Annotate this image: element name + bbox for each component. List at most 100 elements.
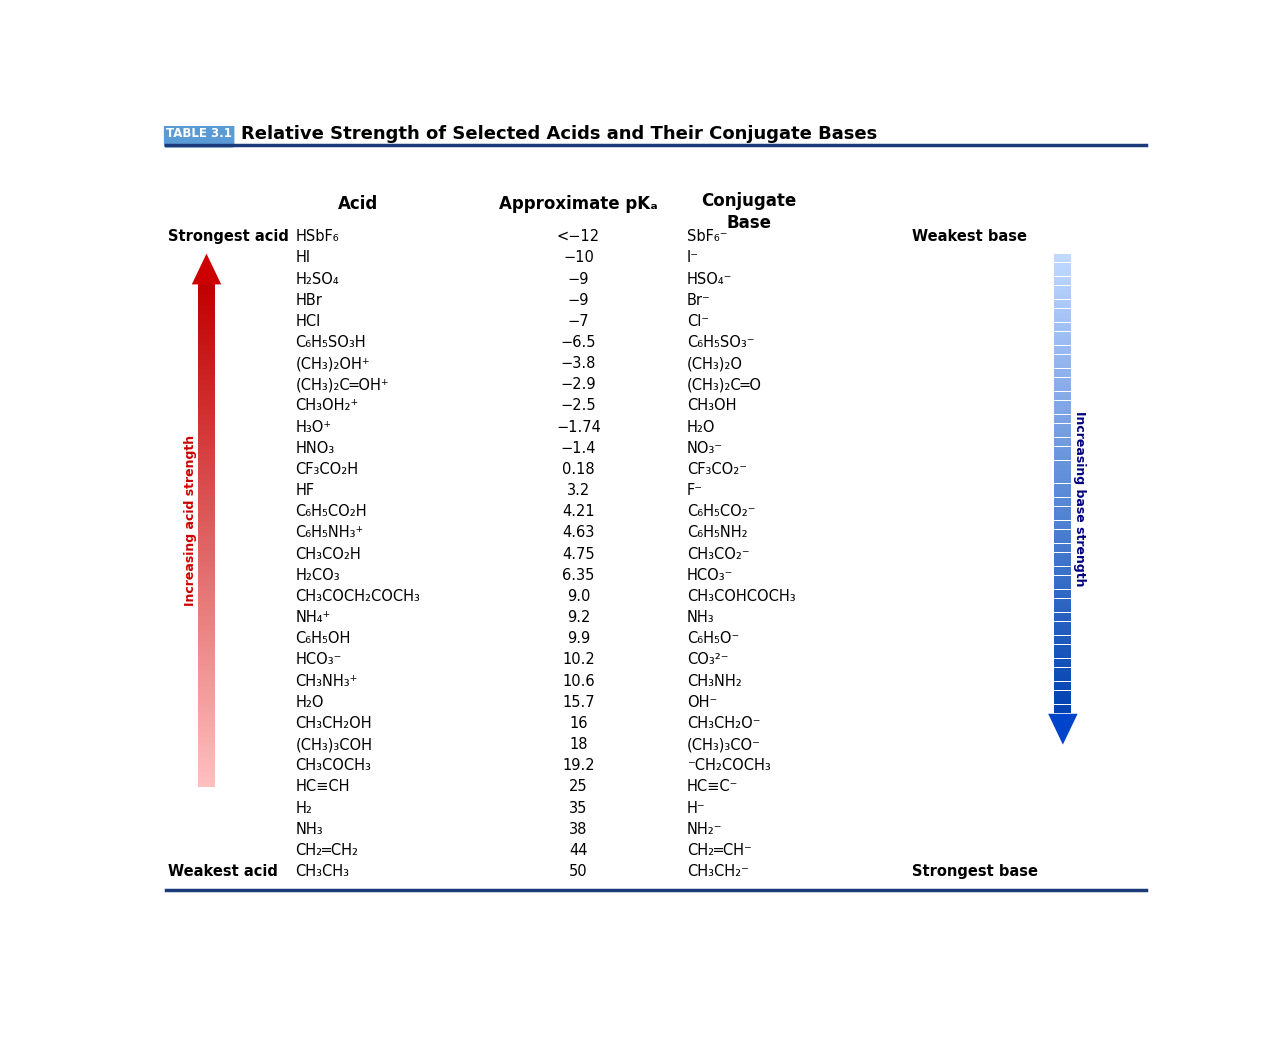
Bar — [1055, 309, 1071, 313]
Text: CH₃NH₂: CH₃NH₂ — [687, 674, 741, 689]
Bar — [198, 384, 215, 390]
Bar — [1055, 433, 1071, 437]
Bar — [1055, 516, 1071, 520]
Bar — [198, 390, 215, 395]
Bar — [1055, 664, 1071, 668]
Bar — [1055, 484, 1071, 488]
Bar — [1055, 622, 1071, 626]
Text: CH₃CH₂O⁻: CH₃CH₂O⁻ — [687, 716, 760, 731]
Bar — [198, 536, 215, 541]
Text: NH₄⁺: NH₄⁺ — [296, 610, 330, 625]
Bar — [1055, 378, 1071, 382]
Text: CH₃CO₂⁻: CH₃CO₂⁻ — [687, 547, 750, 562]
Text: CH₃OH₂⁺: CH₃OH₂⁺ — [296, 399, 358, 414]
Text: H₂O: H₂O — [296, 695, 324, 710]
Bar — [198, 581, 215, 586]
Bar — [198, 646, 215, 651]
Bar — [198, 701, 215, 707]
Bar — [1055, 502, 1071, 506]
Text: CF₃CO₂H: CF₃CO₂H — [296, 462, 358, 477]
Bar — [1055, 686, 1071, 691]
Bar — [198, 425, 215, 430]
Bar — [1055, 322, 1071, 327]
Text: 4.75: 4.75 — [562, 547, 595, 562]
Bar — [198, 696, 215, 701]
Bar — [1055, 598, 1071, 603]
Bar — [198, 606, 215, 611]
Bar — [198, 496, 215, 501]
Text: 4.21: 4.21 — [562, 504, 595, 520]
Text: −2.9: −2.9 — [561, 377, 596, 393]
Text: C₆H₅SO₃H: C₆H₅SO₃H — [296, 335, 366, 350]
Bar — [198, 727, 215, 732]
Bar — [198, 510, 215, 516]
Text: CF₃CO₂⁻: CF₃CO₂⁻ — [687, 462, 748, 477]
Text: CH₂═CH⁻: CH₂═CH⁻ — [687, 843, 751, 858]
Bar — [1055, 539, 1071, 543]
Bar — [198, 651, 215, 656]
Text: −9: −9 — [568, 293, 589, 308]
Text: CH₃CO₂H: CH₃CO₂H — [296, 547, 361, 562]
Bar — [1055, 268, 1071, 272]
Bar — [198, 445, 215, 450]
Bar — [1055, 373, 1071, 377]
Bar — [198, 516, 215, 521]
Bar — [1055, 691, 1071, 695]
Bar — [198, 555, 215, 561]
Text: Strongest acid: Strongest acid — [168, 229, 288, 245]
Bar — [1055, 336, 1071, 340]
Bar — [1055, 594, 1071, 598]
Bar — [198, 681, 215, 687]
Text: HBr: HBr — [296, 293, 323, 308]
Bar — [198, 541, 215, 546]
Bar — [1055, 470, 1071, 475]
Bar — [1055, 392, 1071, 396]
Bar — [198, 415, 215, 420]
Bar — [1055, 447, 1071, 452]
Text: H₃O⁺: H₃O⁺ — [296, 420, 332, 435]
Text: CH₃CH₃: CH₃CH₃ — [296, 864, 349, 879]
Bar — [198, 595, 215, 601]
Bar — [198, 299, 215, 304]
Bar — [198, 429, 215, 435]
Bar — [198, 505, 215, 510]
Bar — [198, 561, 215, 566]
Text: HNO₃: HNO₃ — [296, 441, 335, 456]
Text: C₆H₅OH: C₆H₅OH — [296, 631, 351, 646]
Bar — [1055, 534, 1071, 539]
Text: C₆H₅NH₂: C₆H₅NH₂ — [687, 525, 748, 541]
Bar — [1055, 387, 1071, 392]
Text: C₆H₅SO₃⁻: C₆H₅SO₃⁻ — [687, 335, 754, 350]
Text: 25: 25 — [570, 779, 588, 795]
Bar — [198, 294, 215, 299]
Text: (CH₃)₂C═OH⁺: (CH₃)₂C═OH⁺ — [296, 377, 389, 393]
Bar — [1055, 364, 1071, 369]
Bar — [198, 344, 215, 350]
Text: NO₃⁻: NO₃⁻ — [687, 441, 723, 456]
Text: 18: 18 — [570, 737, 588, 752]
Bar — [198, 485, 215, 490]
Bar — [198, 410, 215, 415]
Bar — [198, 781, 215, 786]
Bar — [1055, 709, 1071, 713]
Text: CH₃OH: CH₃OH — [687, 399, 736, 414]
Bar — [1055, 492, 1071, 497]
Text: −3.8: −3.8 — [561, 356, 596, 371]
Text: C₆H₅CO₂H: C₆H₅CO₂H — [296, 504, 367, 520]
Text: H₂O: H₂O — [687, 420, 716, 435]
Bar — [1055, 658, 1071, 663]
Bar — [1055, 262, 1071, 267]
Text: HCl: HCl — [296, 314, 321, 329]
Text: 3.2: 3.2 — [567, 483, 590, 498]
Bar — [1055, 479, 1071, 483]
Bar — [198, 350, 215, 355]
Bar — [1055, 351, 1071, 355]
Bar — [198, 550, 215, 555]
Text: (CH₃)₃CO⁻: (CH₃)₃CO⁻ — [687, 737, 760, 752]
Bar — [1055, 314, 1071, 318]
Bar — [1055, 640, 1071, 645]
Text: I⁻: I⁻ — [687, 250, 699, 266]
Text: HCO₃⁻: HCO₃⁻ — [296, 652, 342, 668]
Bar — [198, 500, 215, 505]
Bar — [1055, 456, 1071, 460]
